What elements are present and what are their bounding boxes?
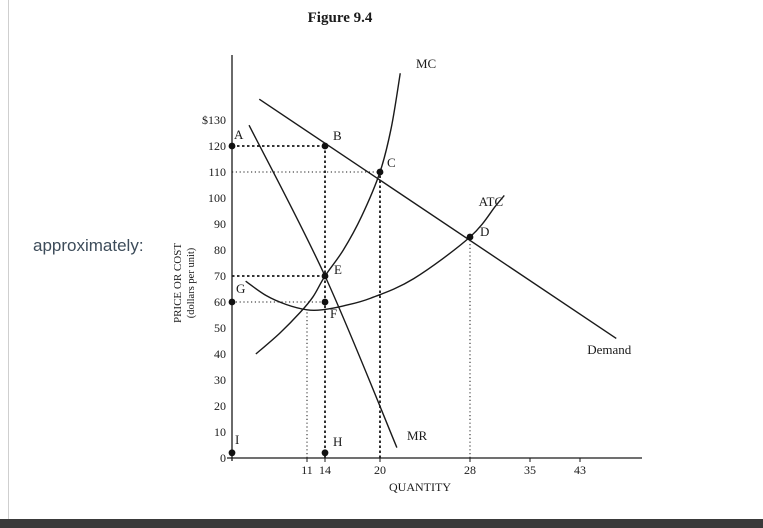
- y-tick-label-30: 30: [214, 373, 226, 387]
- y-tick-label-70: 70: [214, 269, 226, 283]
- y-tick-label-100: 100: [208, 191, 226, 205]
- point-G: [228, 298, 236, 306]
- point-label-G: G: [236, 281, 245, 296]
- y-tick-label-0: 0: [220, 451, 226, 465]
- point-B: [321, 142, 329, 150]
- x-tick-label-20: 20: [374, 463, 386, 477]
- y-tick-label-10: 10: [214, 425, 226, 439]
- point-label-H: H: [333, 434, 342, 449]
- x-axis-label: QUANTITY: [389, 480, 451, 494]
- point-label-A: A: [234, 127, 244, 142]
- point-F: [321, 298, 329, 306]
- curve-MC: [255, 73, 401, 355]
- point-label-B: B: [333, 128, 342, 143]
- y-tick-label-80: 80: [214, 243, 226, 257]
- point-label-D: D: [480, 224, 489, 239]
- y-tick-label-130: $130: [202, 113, 226, 127]
- curve-ATC: [245, 194, 505, 312]
- curve-label-MR: MR: [407, 428, 428, 443]
- x-tick-label-43: 43: [574, 463, 586, 477]
- y-tick-label-50: 50: [214, 321, 226, 335]
- point-label-E: E: [334, 262, 342, 277]
- curve-label-Demand: Demand: [587, 342, 632, 357]
- y-tick-label-60: 60: [214, 295, 226, 309]
- y-tick-label-110: 110: [208, 165, 226, 179]
- x-tick-label-14: 14: [319, 463, 331, 477]
- x-tick-label-35: 35: [524, 463, 536, 477]
- y-tick-label-90: 90: [214, 217, 226, 231]
- curve-label-MC: MC: [416, 56, 436, 71]
- point-C: [376, 168, 384, 176]
- bottom-bar: [0, 519, 763, 528]
- point-label-C: C: [387, 155, 396, 170]
- left-page-border: [8, 0, 9, 519]
- curve-label-ATC: ATC: [479, 194, 504, 209]
- point-label-I: I: [235, 432, 239, 447]
- chart-title: Figure 9.4: [308, 10, 373, 26]
- point-label-F: F: [330, 306, 337, 321]
- y-tick-label-20: 20: [214, 399, 226, 413]
- point-H: [321, 449, 329, 457]
- point-A: [228, 142, 236, 150]
- y-axis-label: PRICE OR COST (dollars per unit): [172, 243, 197, 323]
- curve-MR: [248, 124, 398, 448]
- x-tick-label-11: 11: [301, 463, 313, 477]
- curve-Demand: [258, 98, 617, 339]
- y-tick-label-40: 40: [214, 347, 226, 361]
- point-D: [466, 233, 474, 241]
- x-tick-label-28: 28: [464, 463, 476, 477]
- point-E: [321, 272, 329, 280]
- question-fragment-text: approximately:: [33, 236, 144, 255]
- point-I: [228, 449, 236, 457]
- y-tick-label-120: 120: [208, 139, 226, 153]
